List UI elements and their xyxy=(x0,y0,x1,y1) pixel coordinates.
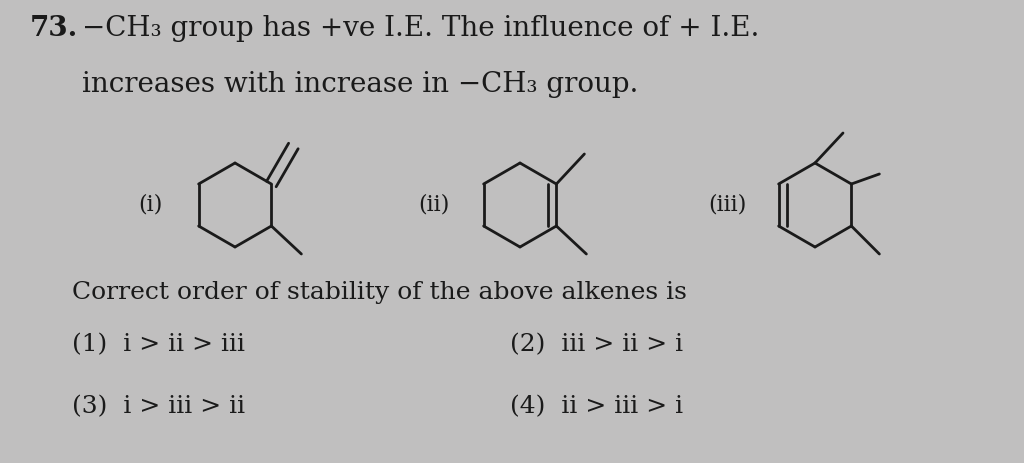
Text: increases with increase in −CH₃ group.: increases with increase in −CH₃ group. xyxy=(82,71,638,98)
Text: (4)  ii > iii > i: (4) ii > iii > i xyxy=(510,395,683,418)
Text: (i): (i) xyxy=(138,194,163,216)
Text: Correct order of stability of the above alkenes is: Correct order of stability of the above … xyxy=(72,281,687,304)
Text: (iii): (iii) xyxy=(708,194,746,216)
Text: (ii): (ii) xyxy=(418,194,450,216)
Text: 73.: 73. xyxy=(30,15,78,42)
Text: (2)  iii > ii > i: (2) iii > ii > i xyxy=(510,333,683,356)
Text: (1)  i > ii > iii: (1) i > ii > iii xyxy=(72,333,245,356)
Text: (3)  i > iii > ii: (3) i > iii > ii xyxy=(72,395,245,418)
Text: −CH₃ group has +ve I.E. The influence of + I.E.: −CH₃ group has +ve I.E. The influence of… xyxy=(82,15,760,42)
